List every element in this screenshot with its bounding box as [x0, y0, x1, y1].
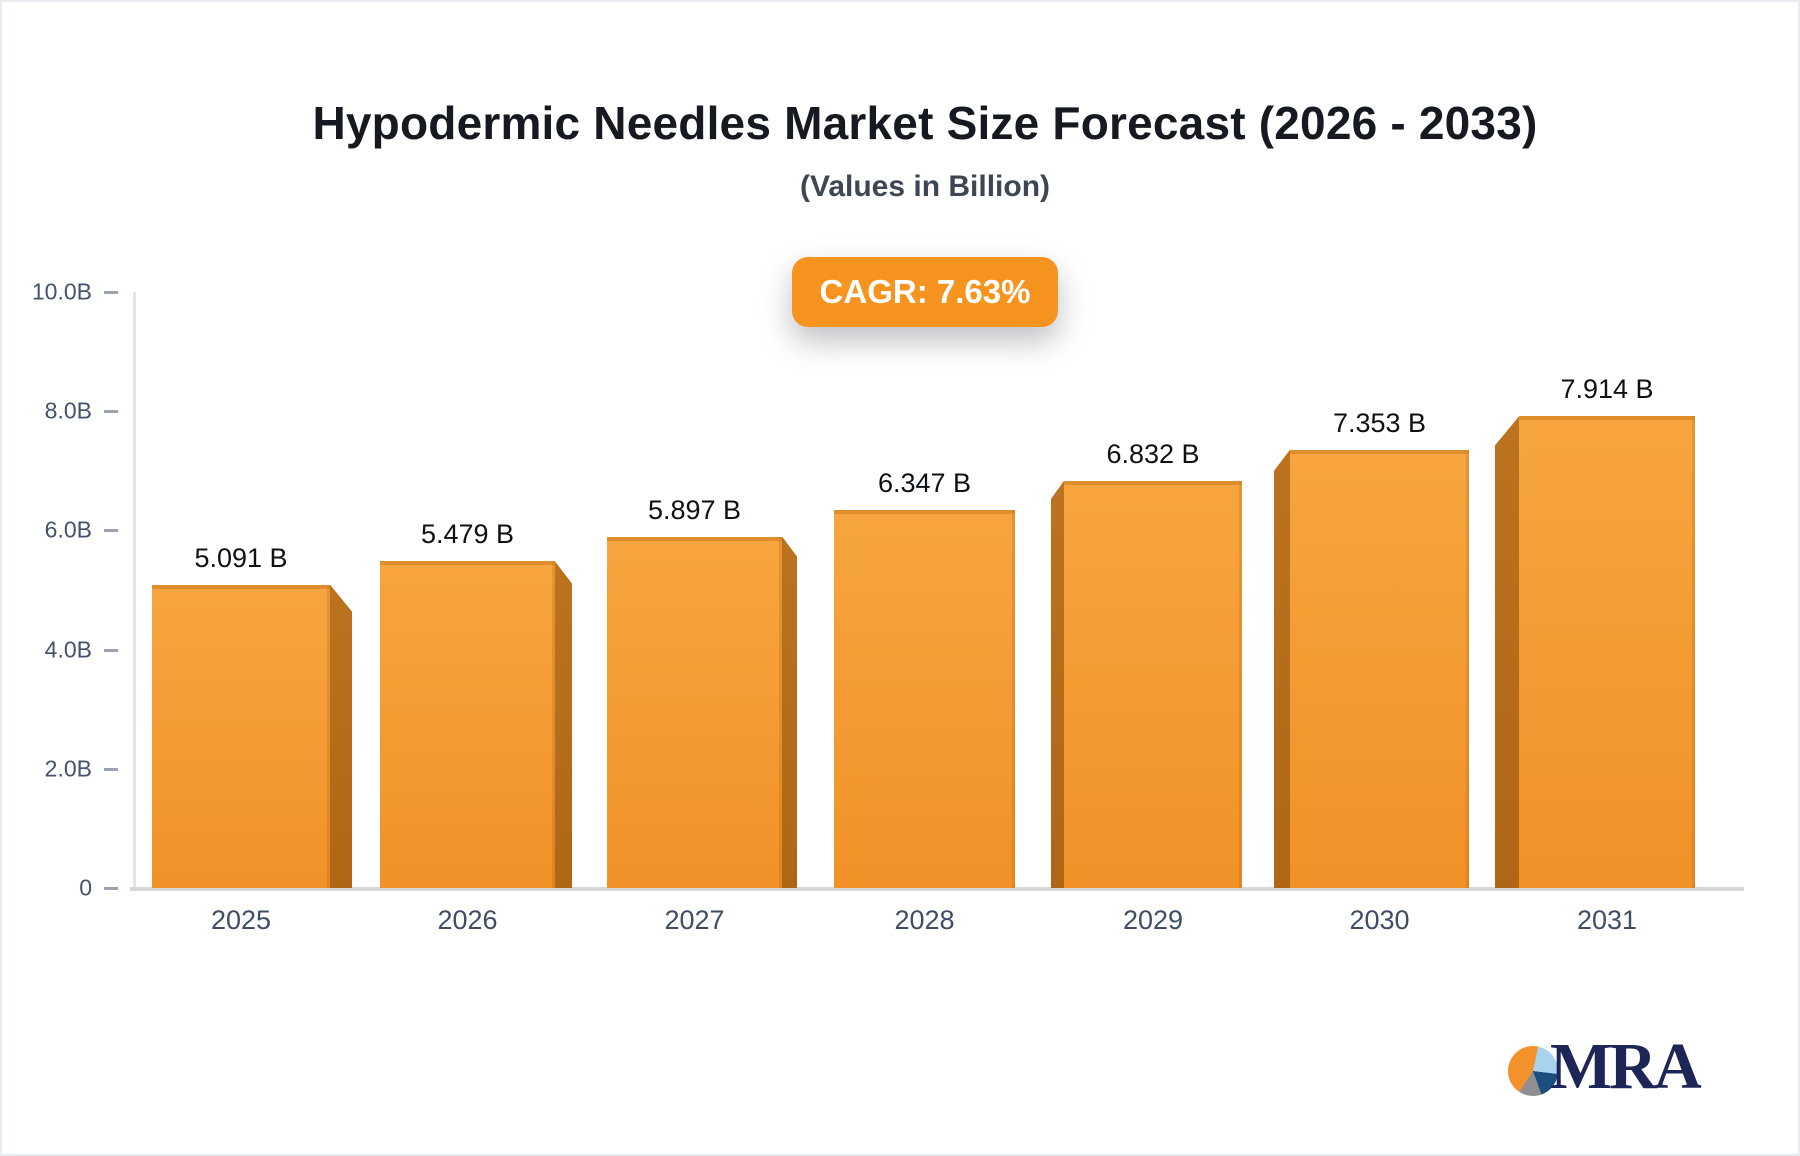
- x-tick-label-2031: 2031: [1576, 905, 1638, 935]
- bar-2026[interactable]: [380, 561, 555, 888]
- bar-side-2027: [782, 536, 797, 888]
- logo-text: MRA: [1550, 1030, 1702, 1103]
- bar-2027[interactable]: [607, 536, 782, 888]
- logo-pie-icon: [1508, 1046, 1558, 1096]
- bar-2029[interactable]: [1064, 480, 1242, 888]
- x-tick-label-2030: 2030: [1349, 905, 1410, 935]
- bar-side-2030: [1274, 449, 1290, 888]
- bar-side-2029: [1051, 480, 1064, 888]
- y-tick-label-2.0B: 2.0B: [44, 755, 92, 782]
- chart-subtitle: (Values in Billion): [799, 170, 1051, 203]
- y-tick-mark: [104, 291, 118, 294]
- y-tick-mark: [104, 410, 118, 414]
- bar-value-label-2027: 5.897 B: [647, 494, 742, 525]
- cagr-badge: CAGR: 7.63%: [792, 257, 1058, 327]
- bar-value-label-2025: 5.091 B: [194, 542, 288, 573]
- bar-2025[interactable]: [152, 584, 330, 888]
- bar-2030[interactable]: [1290, 449, 1469, 888]
- bar-value-label-2031: 7.914 B: [1560, 374, 1654, 405]
- y-tick-mark: [104, 648, 118, 652]
- chart-title: Hypodermic Needles Market Size Forecast …: [312, 97, 1538, 149]
- bar-value-label-2026: 5.479 B: [420, 519, 515, 550]
- bar-value-label-2029: 6.832 B: [1106, 438, 1200, 469]
- x-axis-line: [130, 887, 1744, 891]
- y-tick-mark: [104, 529, 118, 533]
- x-tick-label-2025: 2025: [210, 905, 272, 935]
- x-tick-label-2028: 2028: [894, 905, 955, 935]
- y-tick-mark: [104, 887, 118, 890]
- y-tick-mark: [104, 767, 118, 771]
- y-axis-line: [133, 292, 136, 888]
- bar-side-2031: [1495, 416, 1519, 888]
- x-tick-label-2029: 2029: [1122, 905, 1184, 935]
- bar-2031[interactable]: [1519, 416, 1695, 888]
- y-tick-label-0: 0: [79, 874, 92, 901]
- y-tick-label-4.0B: 4.0B: [44, 636, 92, 663]
- x-tick-label-2027: 2027: [664, 905, 725, 935]
- bar-value-label-2030: 7.353 B: [1332, 407, 1427, 438]
- bar-value-label-2028: 6.347 B: [877, 467, 972, 498]
- bar-2028[interactable]: [834, 509, 1015, 888]
- y-tick-label-10.0B: 10.0B: [31, 278, 92, 305]
- y-tick-label-8.0B: 8.0B: [44, 397, 92, 424]
- x-tick-label-2026: 2026: [437, 905, 498, 935]
- bar-side-2026: [555, 561, 572, 888]
- y-tick-label-6.0B: 6.0B: [44, 516, 92, 543]
- bar-side-2025: [330, 584, 352, 888]
